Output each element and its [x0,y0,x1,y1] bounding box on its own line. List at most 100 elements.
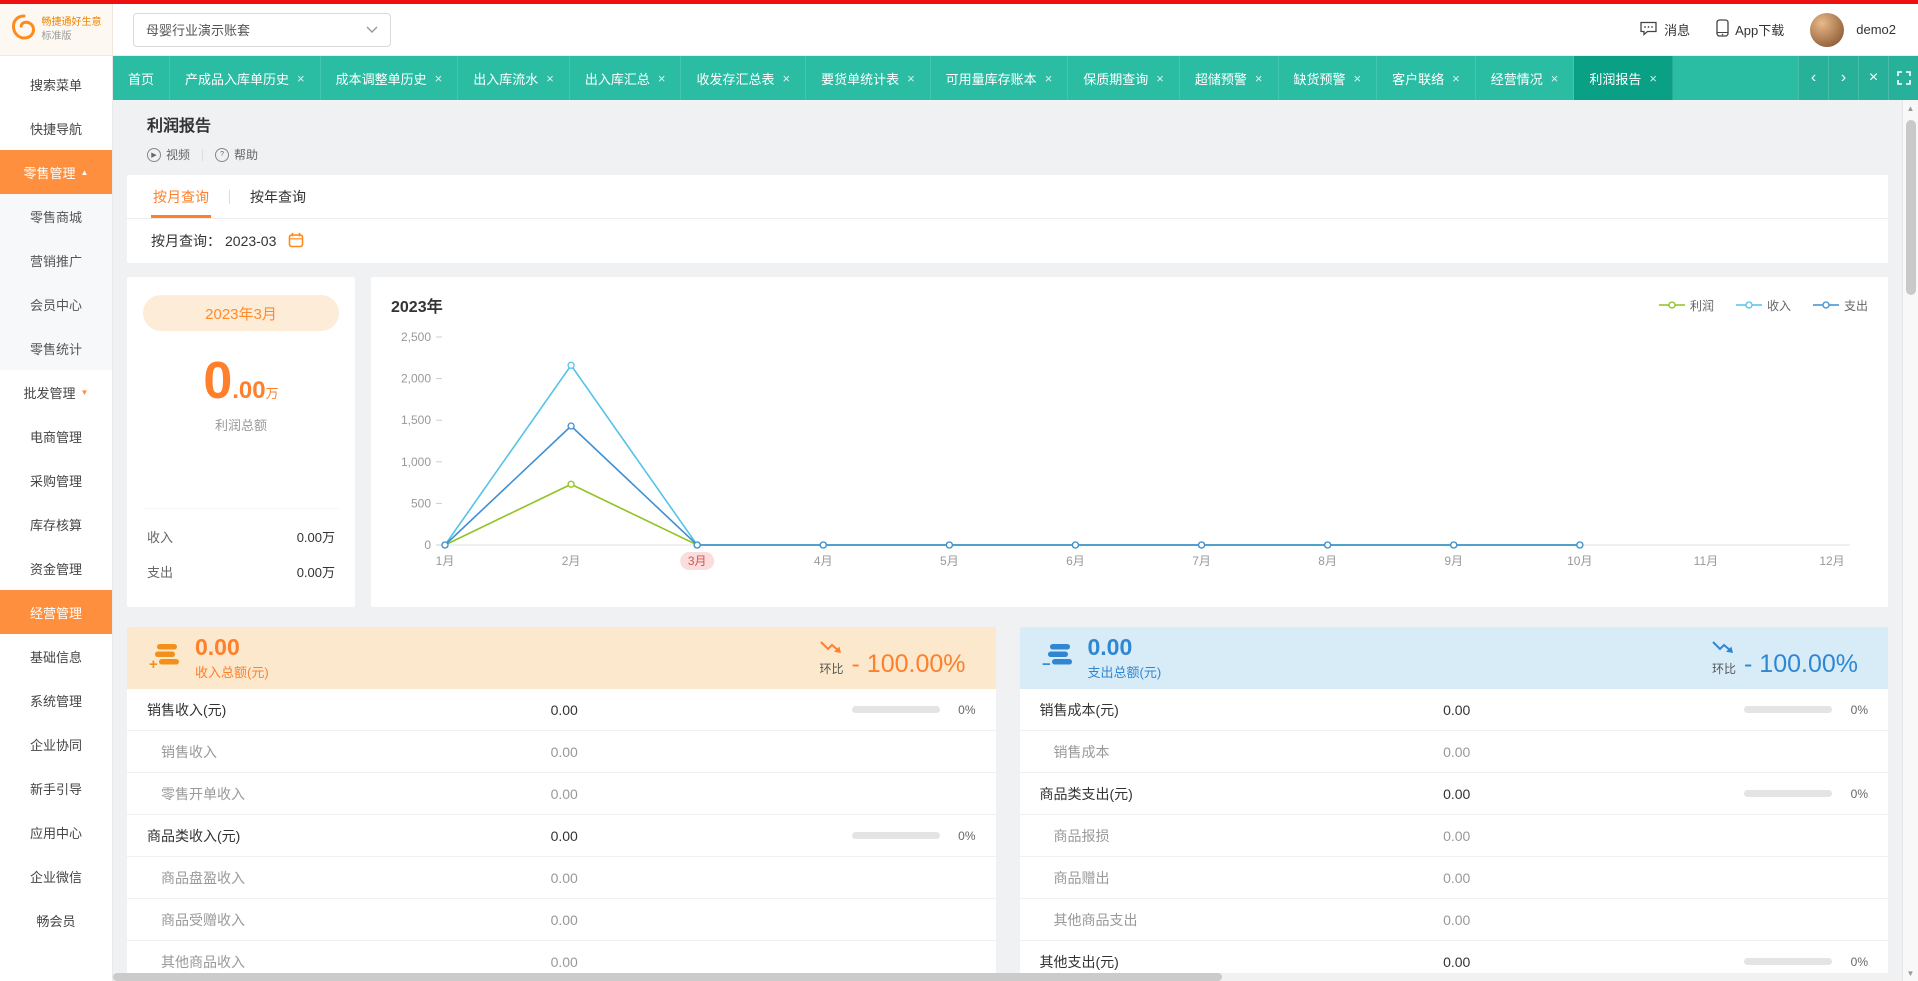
sidebar-item[interactable]: 批发管理 ▼ [0,370,112,414]
sidebar-item[interactable]: 畅会员 [0,898,112,942]
tab-item[interactable]: 超储预警 × [1180,56,1279,100]
detail-row-label: 商品报损 [1053,827,1110,844]
detail-row-label: 零售开单收入 [161,785,245,802]
legend-item[interactable]: 利润 [1658,297,1714,314]
tab-item[interactable]: 利润报告 × [1574,56,1673,100]
tab-item[interactable]: 经营情况 × [1476,56,1575,100]
svg-text:8月: 8月 [1318,554,1337,568]
tab-label: 客户联络 [1392,71,1445,87]
legend-item[interactable]: 支出 [1812,297,1868,314]
sidebar-item[interactable]: 会员中心 [0,282,112,326]
tab-label: 首页 [128,71,155,87]
tab-close-icon[interactable]: × [782,70,791,86]
video-link-label: 视频 [166,148,191,162]
scroll-down-icon[interactable]: ▼ [1906,968,1915,978]
sidebar-item[interactable]: 营销推广 [0,238,112,282]
detail-row-value: 0.00 [1443,869,1471,886]
username[interactable]: demo2 [1856,22,1896,37]
tabs-close-button[interactable]: × [1858,56,1888,100]
vertical-scrollbar[interactable]: ▲ ▼ [1902,100,1918,981]
tab-item[interactable]: 成本调整单历史 × [321,56,459,100]
sidebar-item[interactable]: 搜索菜单 [0,62,112,106]
detail-row-value: 0.00 [1443,701,1471,718]
tab-close-icon[interactable]: × [297,70,305,86]
detail-row-value: 0.00 [1443,827,1471,844]
sidebar-item[interactable]: 企业微信 [0,854,112,898]
sidebar-item[interactable]: 经营管理 [0,590,112,634]
tab-close-icon[interactable]: × [1044,70,1053,86]
tab-item[interactable]: 出入库汇总 × [570,56,682,100]
month-filter-value[interactable]: 2023-03 [225,233,277,249]
query-tab[interactable]: 按年查询 [250,188,306,205]
tab-item[interactable]: 客户联络 × [1377,56,1476,100]
sidebar-item[interactable]: 基础信息 [0,634,112,678]
legend-item[interactable]: 收入 [1735,297,1791,314]
sidebar-item[interactable]: 库存核算 [0,502,112,546]
tabs-scroll-right-button[interactable]: › [1828,56,1858,100]
progress-bar [851,706,940,713]
expense-total: 0.00 [1087,633,1133,660]
tabs-scroll-left-button[interactable]: ‹ [1798,56,1828,100]
sidebar-item[interactable]: 企业协同 [0,722,112,766]
sidebar-item-label: 零售统计 [29,341,82,357]
tab-bar: 首页 产成品入库单历史 × 成本调整单历史 × 出入库流水 × 出入库汇总 × 收发存汇总表 × 要货… [113,56,1918,100]
tab-item[interactable]: 要货单统计表 × [806,56,931,100]
tab-item[interactable]: 首页 [113,56,171,100]
tab-close-icon[interactable]: × [1649,70,1657,86]
sidebar-item-label: 营销推广 [29,253,82,269]
tab-close-icon[interactable]: × [657,70,666,86]
tab-close-icon[interactable]: × [546,70,554,86]
profit-total-dec: .00 [232,377,266,404]
sidebar-item-label: 系统管理 [29,693,82,709]
sidebar-item[interactable]: 应用中心 [0,810,112,854]
fullscreen-icon[interactable] [1888,56,1918,100]
vertical-scrollbar-thumb[interactable] [1906,120,1916,295]
tab-item[interactable]: 缺货预警 × [1279,56,1378,100]
avatar[interactable] [1810,12,1845,47]
tab-close-icon[interactable]: × [1452,70,1460,86]
account-selector[interactable]: 母婴行业演示账套 [133,12,391,47]
sidebar-item[interactable]: 零售商城 [0,194,112,238]
horizontal-scrollbar-thumb[interactable] [113,973,1223,981]
tab-close-icon[interactable]: × [907,70,915,86]
sidebar-item-label: 电商管理 [29,429,82,445]
tab-label: 超储预警 [1194,71,1247,87]
sidebar-item[interactable]: 电商管理 [0,414,112,458]
scroll-up-icon[interactable]: ▲ [1906,103,1915,113]
sidebar-item[interactable]: 采购管理 [0,458,112,502]
expense-trend: 环比 - 100.00% [1712,639,1866,677]
chart-title: 2023年 [391,299,443,316]
query-tab[interactable]: 按月查询 [151,175,211,218]
svg-text:12月: 12月 [1819,554,1844,568]
sidebar-item[interactable]: 新手引导 [0,766,112,810]
calendar-icon[interactable] [288,232,304,251]
top-accent-line [0,0,1918,4]
tab-item[interactable]: 产成品入库单历史 × [170,56,321,100]
logo-icon [11,14,37,45]
tab-item[interactable]: 收发存汇总表 × [681,56,807,100]
tab-close-icon[interactable]: × [434,70,443,86]
tab-close-icon[interactable]: × [1353,70,1362,86]
divider [229,189,230,204]
sidebar-item[interactable]: 快捷导航 [0,106,112,150]
tab-close-icon[interactable]: × [1254,70,1263,86]
tab-item[interactable]: 保质期查询 × [1068,56,1180,100]
tab-close-icon[interactable]: × [1156,70,1164,86]
sidebar-item-label: 采购管理 [29,473,82,489]
tab-item[interactable]: 出入库流水 × [458,56,570,100]
video-link[interactable]: ▶ 视频 [147,146,190,163]
tab-item[interactable]: 可用量库存账本 × [931,56,1069,100]
sidebar-item[interactable]: 零售管理 ▲ [0,150,112,194]
tab-close-icon[interactable]: × [1550,70,1559,86]
horizontal-scrollbar[interactable] [113,973,1902,981]
sidebar-item[interactable]: 资金管理 [0,546,112,590]
sidebar-item[interactable]: 零售统计 [0,326,112,370]
summary-row: 收入 0.00万 [147,527,335,546]
sidebar-item[interactable]: 系统管理 [0,678,112,722]
help-link[interactable]: ? 帮助 [215,146,258,163]
messages-button[interactable]: 消息 [1639,20,1690,39]
app-download-button[interactable]: App下载 [1716,19,1784,40]
svg-text:9月: 9月 [1444,554,1463,568]
svg-text:2,000: 2,000 [401,372,431,386]
topbar-actions: 消息 App下载 demo2 [1639,12,1918,47]
